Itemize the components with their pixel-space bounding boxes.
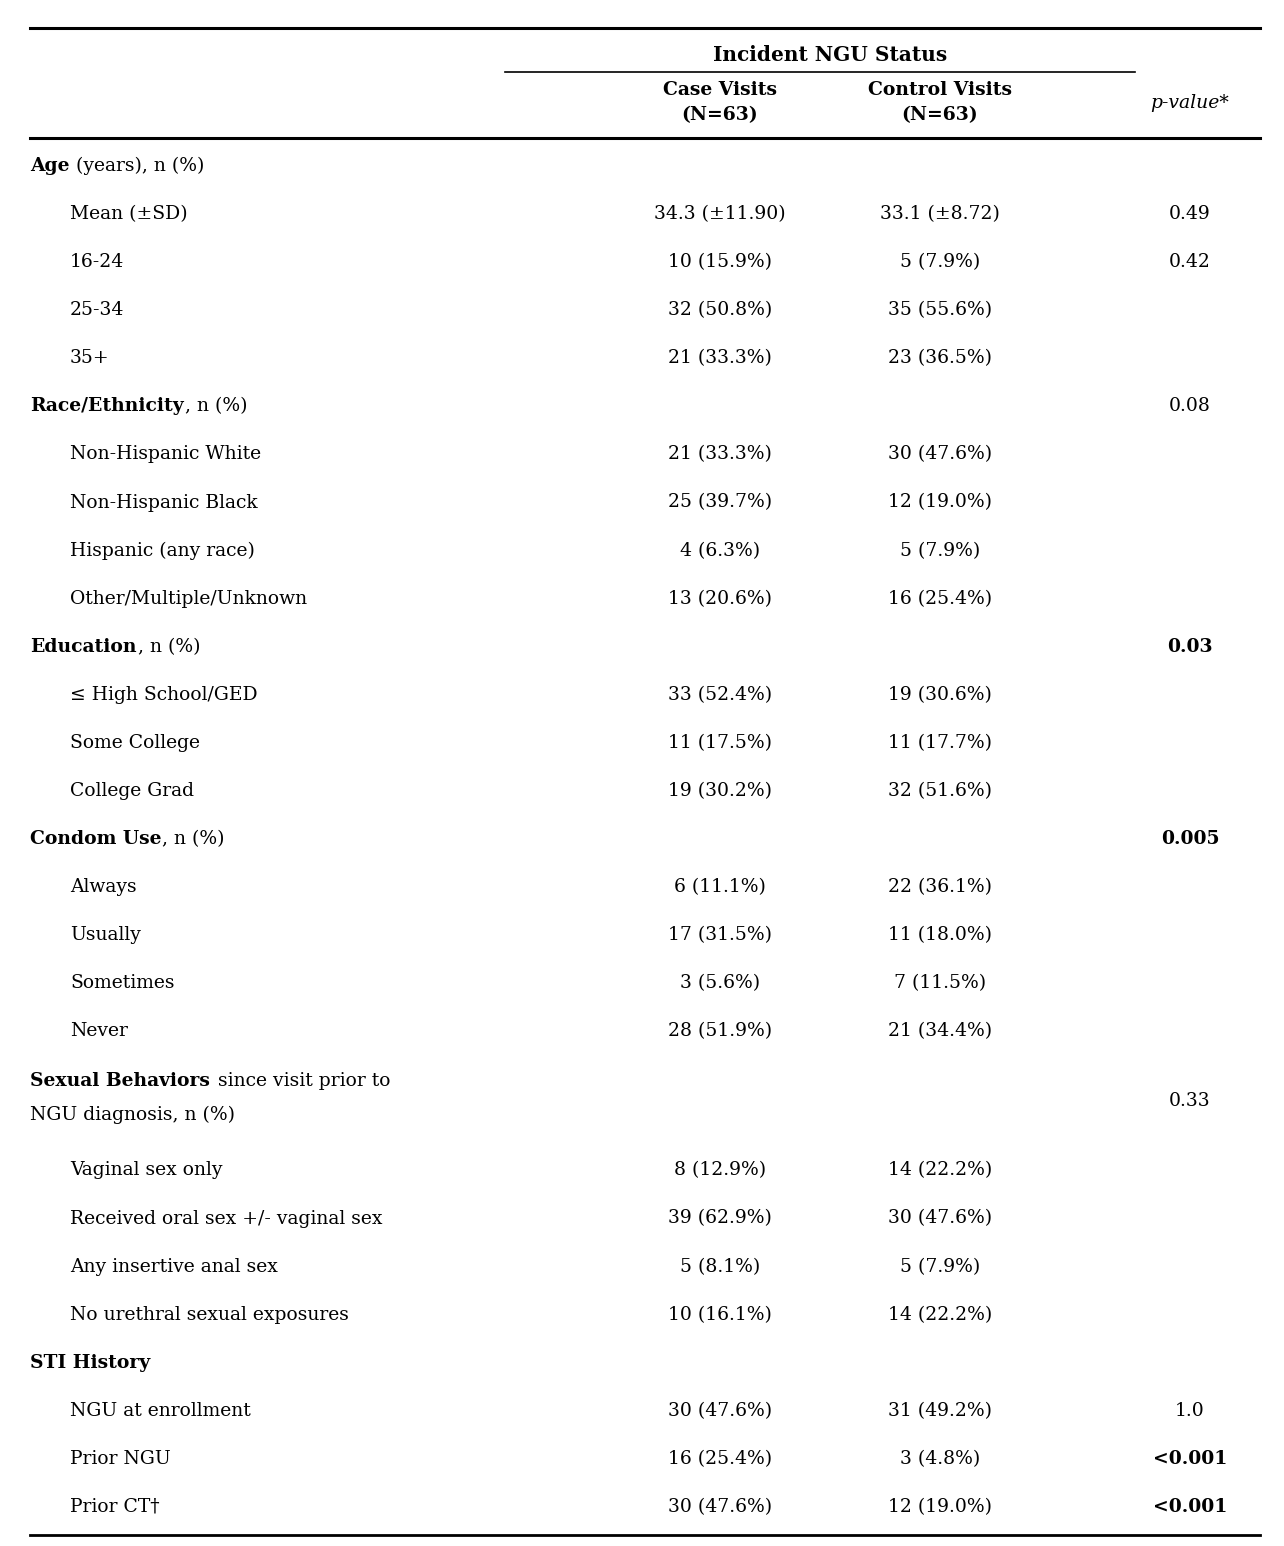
Text: Incident NGU Status: Incident NGU Status [713, 45, 948, 65]
Text: 0.03: 0.03 [1167, 638, 1213, 656]
Text: 21 (33.3%): 21 (33.3%) [668, 445, 772, 464]
Text: 23 (36.5%): 23 (36.5%) [889, 349, 993, 368]
Text: 14 (22.2%): 14 (22.2%) [887, 1306, 993, 1323]
Text: 14 (22.2%): 14 (22.2%) [887, 1161, 993, 1180]
Text: , n (%): , n (%) [137, 638, 200, 656]
Text: Education: Education [30, 638, 136, 656]
Text: 33 (52.4%): 33 (52.4%) [668, 686, 772, 703]
Text: Age: Age [30, 158, 69, 175]
Text: 11 (17.5%): 11 (17.5%) [668, 734, 772, 751]
Text: 25-34: 25-34 [71, 301, 125, 318]
Text: Sexual Behaviors: Sexual Behaviors [30, 1071, 209, 1090]
Text: 1.0: 1.0 [1175, 1402, 1204, 1419]
Text: 32 (50.8%): 32 (50.8%) [668, 301, 772, 318]
Text: 30 (47.6%): 30 (47.6%) [889, 1209, 993, 1228]
Text: 3 (4.8%): 3 (4.8%) [900, 1450, 980, 1467]
Text: Race/Ethnicity: Race/Ethnicity [30, 397, 184, 416]
Text: (N=63): (N=63) [901, 107, 978, 124]
Text: 31 (49.2%): 31 (49.2%) [889, 1402, 993, 1419]
Text: 35+: 35+ [71, 349, 109, 368]
Text: Received oral sex +/- vaginal sex: Received oral sex +/- vaginal sex [71, 1209, 383, 1228]
Text: p-value*: p-value* [1150, 93, 1229, 111]
Text: 16 (25.4%): 16 (25.4%) [668, 1450, 772, 1467]
Text: 34.3 (±11.90): 34.3 (±11.90) [654, 206, 786, 223]
Text: 35 (55.6%): 35 (55.6%) [889, 301, 993, 318]
Text: Prior CT†: Prior CT† [71, 1498, 159, 1517]
Text: 10 (16.1%): 10 (16.1%) [668, 1306, 772, 1323]
Text: 8 (12.9%): 8 (12.9%) [674, 1161, 767, 1180]
Text: Sometimes: Sometimes [71, 974, 175, 993]
Text: 30 (47.6%): 30 (47.6%) [668, 1402, 772, 1419]
Text: 32 (51.6%): 32 (51.6%) [889, 782, 993, 799]
Text: 7 (11.5%): 7 (11.5%) [894, 974, 986, 993]
Text: <0.001: <0.001 [1153, 1498, 1228, 1517]
Text: Usually: Usually [71, 926, 141, 945]
Text: 0.42: 0.42 [1168, 254, 1211, 271]
Text: Prior NGU: Prior NGU [71, 1450, 171, 1467]
Text: 22 (36.1%): 22 (36.1%) [889, 878, 993, 897]
Text: 11 (17.7%): 11 (17.7%) [889, 734, 993, 751]
Text: Any insertive anal sex: Any insertive anal sex [71, 1257, 277, 1275]
Text: Condom Use: Condom Use [30, 830, 162, 849]
Text: 12 (19.0%): 12 (19.0%) [889, 1498, 993, 1517]
Text: NGU at enrollment: NGU at enrollment [71, 1402, 250, 1419]
Text: 3 (5.6%): 3 (5.6%) [681, 974, 760, 993]
Text: 17 (31.5%): 17 (31.5%) [668, 926, 772, 945]
Text: 10 (15.9%): 10 (15.9%) [668, 254, 772, 271]
Text: Non-Hispanic Black: Non-Hispanic Black [71, 493, 258, 512]
Text: 0.08: 0.08 [1168, 397, 1211, 416]
Text: since visit prior to: since visit prior to [212, 1071, 390, 1090]
Text: 19 (30.2%): 19 (30.2%) [668, 782, 772, 799]
Text: 5 (7.9%): 5 (7.9%) [900, 254, 980, 271]
Text: 0.005: 0.005 [1161, 830, 1220, 849]
Text: 39 (62.9%): 39 (62.9%) [668, 1209, 772, 1228]
Text: 4 (6.3%): 4 (6.3%) [681, 541, 760, 560]
Text: STI History: STI History [30, 1354, 150, 1371]
Text: Never: Never [71, 1022, 128, 1040]
Text: <0.001: <0.001 [1153, 1450, 1228, 1467]
Text: Hispanic (any race): Hispanic (any race) [71, 541, 256, 560]
Text: 21 (33.3%): 21 (33.3%) [668, 349, 772, 368]
Text: 16 (25.4%): 16 (25.4%) [889, 589, 993, 608]
Text: , n (%): , n (%) [163, 830, 225, 849]
Text: 6 (11.1%): 6 (11.1%) [674, 878, 767, 897]
Text: Non-Hispanic White: Non-Hispanic White [71, 445, 261, 464]
Text: Mean (±SD): Mean (±SD) [71, 206, 187, 223]
Text: 5 (8.1%): 5 (8.1%) [679, 1257, 760, 1275]
Text: No urethral sexual exposures: No urethral sexual exposures [71, 1306, 349, 1323]
Text: Other/Multiple/Unknown: Other/Multiple/Unknown [71, 589, 307, 608]
Text: 33.1 (±8.72): 33.1 (±8.72) [880, 206, 1000, 223]
Text: Control Visits: Control Visits [868, 80, 1012, 99]
Text: 30 (47.6%): 30 (47.6%) [668, 1498, 772, 1517]
Text: 16-24: 16-24 [71, 254, 125, 271]
Text: College Grad: College Grad [71, 782, 194, 799]
Text: 13 (20.6%): 13 (20.6%) [668, 589, 772, 608]
Text: 0.33: 0.33 [1170, 1091, 1211, 1110]
Text: 19 (30.6%): 19 (30.6%) [889, 686, 993, 703]
Text: Vaginal sex only: Vaginal sex only [71, 1161, 222, 1180]
Text: , n (%): , n (%) [185, 397, 248, 416]
Text: 25 (39.7%): 25 (39.7%) [668, 493, 772, 512]
Text: 21 (34.4%): 21 (34.4%) [889, 1022, 993, 1040]
Text: Case Visits: Case Visits [663, 80, 777, 99]
Text: 5 (7.9%): 5 (7.9%) [900, 541, 980, 560]
Text: (N=63): (N=63) [682, 107, 759, 124]
Text: (years), n (%): (years), n (%) [71, 156, 205, 175]
Text: 5 (7.9%): 5 (7.9%) [900, 1257, 980, 1275]
Text: Always: Always [71, 878, 136, 897]
Text: NGU diagnosis, n (%): NGU diagnosis, n (%) [30, 1105, 235, 1124]
Text: 11 (18.0%): 11 (18.0%) [889, 926, 993, 945]
Text: 28 (51.9%): 28 (51.9%) [668, 1022, 772, 1040]
Text: Some College: Some College [71, 734, 200, 751]
Text: ≤ High School/GED: ≤ High School/GED [71, 686, 258, 703]
Text: 12 (19.0%): 12 (19.0%) [889, 493, 993, 512]
Text: 0.49: 0.49 [1170, 206, 1211, 223]
Text: 30 (47.6%): 30 (47.6%) [889, 445, 993, 464]
